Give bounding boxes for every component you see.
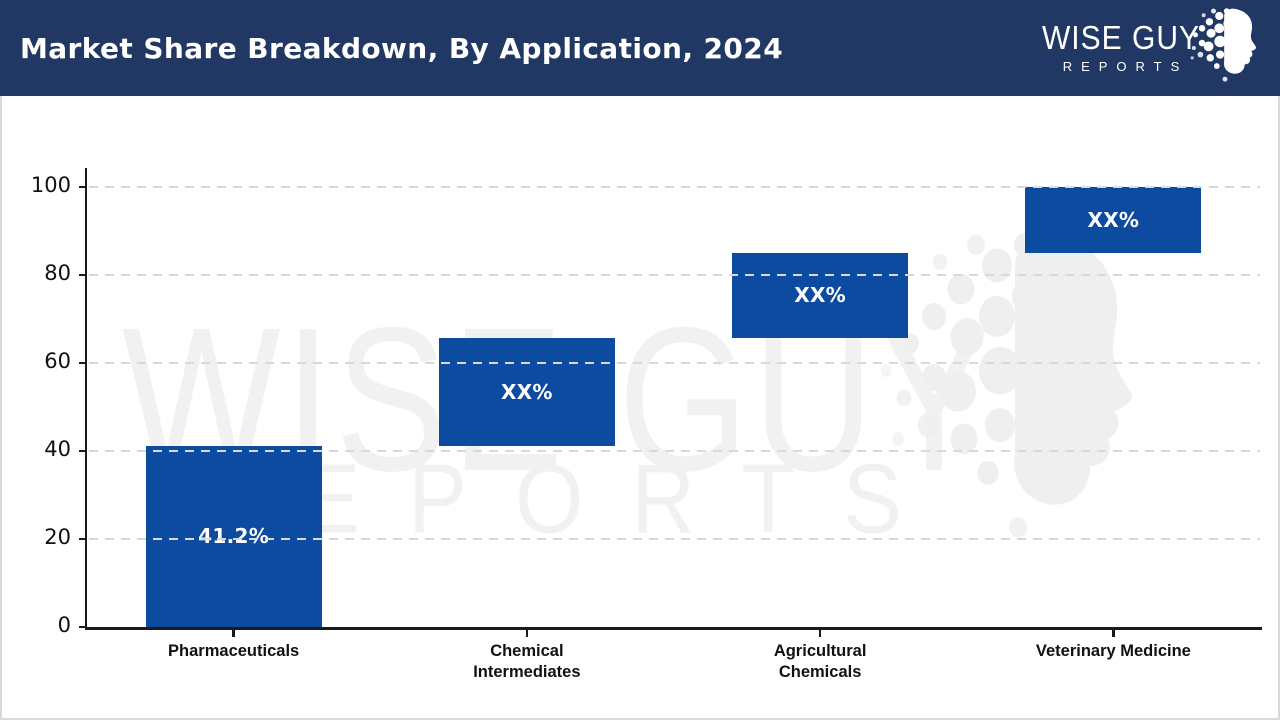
y-tick-mark <box>79 537 87 541</box>
gridline <box>89 362 1260 364</box>
y-axis <box>84 168 87 629</box>
x-tick-mark <box>525 629 529 637</box>
header: Market Share Breakdown, By Application, … <box>0 0 1280 96</box>
category-label: Pharmaceuticals <box>168 642 300 660</box>
bar-value-label: XX% <box>794 283 847 308</box>
bar-value-label: 41.2% <box>198 524 270 549</box>
bar-value-label: XX% <box>1087 208 1140 232</box>
watermark-face-icon <box>880 233 1132 538</box>
bar: XX% <box>1025 187 1202 253</box>
bar-value-label: XX% <box>500 379 553 404</box>
x-axis <box>84 627 1262 630</box>
bar: 41.2% <box>145 445 322 627</box>
y-tick-label: 60 <box>44 349 71 373</box>
gridline <box>89 274 1260 276</box>
y-tick-mark <box>79 185 87 189</box>
logo-text: WISE GUY REPORTS <box>1041 19 1200 74</box>
y-tick-label: 40 <box>44 437 71 461</box>
y-tick-mark <box>79 625 87 629</box>
y-tick-label: 100 <box>30 173 71 197</box>
bar: XX% <box>732 253 909 338</box>
gridline <box>89 538 1260 540</box>
x-tick-mark <box>1112 629 1115 637</box>
y-tick-label: 0 <box>57 613 71 637</box>
logo-subtitle: REPORTS <box>1062 59 1189 74</box>
x-tick-mark <box>818 629 822 637</box>
x-tick-mark <box>232 629 235 637</box>
gridline <box>89 186 1260 188</box>
page-title: Market Share Breakdown, By Application, … <box>20 31 784 65</box>
y-tick-mark <box>79 449 87 453</box>
gridline <box>89 450 1260 452</box>
bar: XX% <box>438 337 615 446</box>
category-label: Agricultural Chemicals <box>773 642 867 682</box>
category-label: Veterinary Medicine <box>1035 642 1191 660</box>
wiseguy-logo: WISE GUY REPORTS <box>1042 0 1266 96</box>
logo-wordmark: WISE GUY <box>1041 19 1200 57</box>
y-tick-mark <box>79 361 87 365</box>
category-label: Chemical Intermediates <box>473 642 581 682</box>
y-tick-label: 80 <box>44 261 71 285</box>
y-tick-label: 20 <box>44 525 71 549</box>
y-tick-mark <box>79 273 87 277</box>
